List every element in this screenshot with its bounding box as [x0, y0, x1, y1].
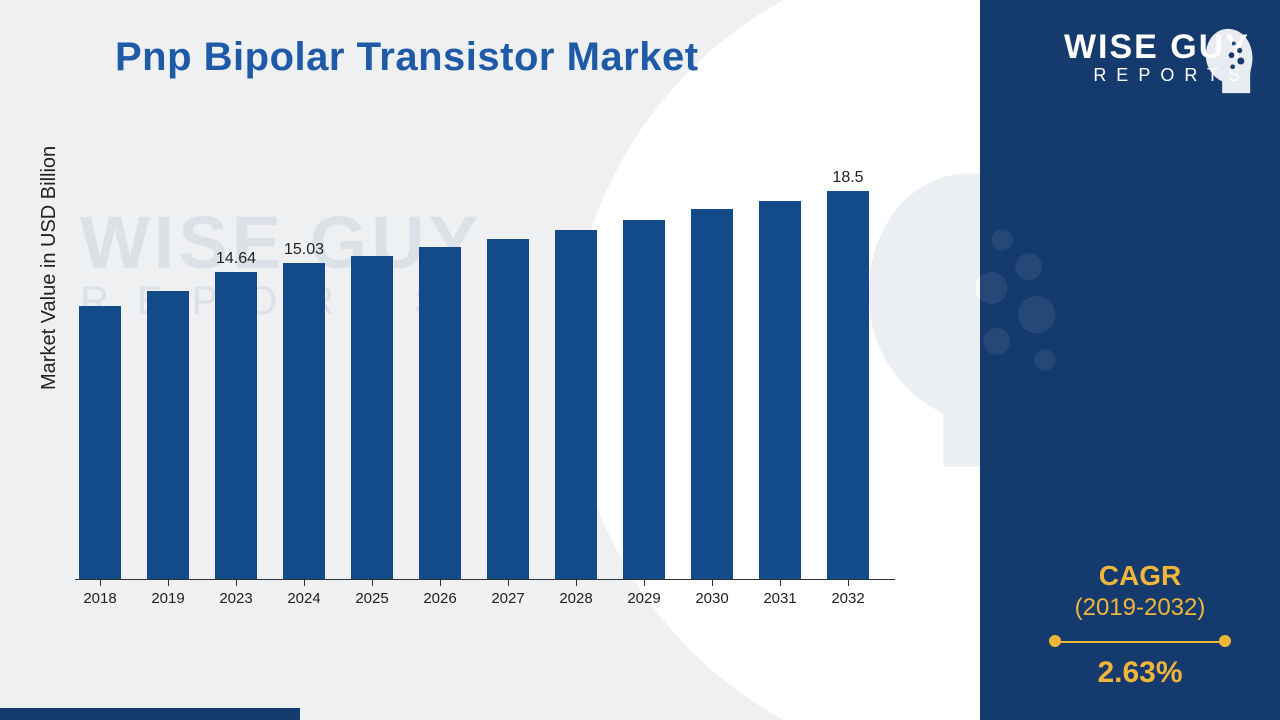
x-tick-label: 2031: [759, 590, 801, 607]
bar: [691, 209, 733, 579]
cagr-separator-dot-right: [1219, 635, 1231, 647]
logo-head-icon: [1198, 26, 1258, 96]
bar: 18.5: [827, 191, 869, 580]
bar-group: 2026: [419, 160, 461, 580]
bar-value-label: 14.64: [215, 250, 257, 268]
bar-value-label: 18.5: [827, 169, 869, 187]
x-tick-label: 2023: [215, 590, 257, 607]
x-tick: [644, 580, 645, 586]
x-tick-label: 2032: [827, 590, 869, 607]
bar-group: 18.52032: [827, 160, 869, 580]
bar-group: 2028: [555, 160, 597, 580]
bar: [623, 220, 665, 579]
bar: [555, 230, 597, 579]
bar-group: 14.642023: [215, 160, 257, 580]
bar: 14.64: [215, 272, 257, 579]
x-tick-label: 2030: [691, 590, 733, 607]
x-tick-label: 2027: [487, 590, 529, 607]
x-tick: [780, 580, 781, 586]
x-tick-label: 2025: [351, 590, 393, 607]
bar: [79, 306, 121, 579]
cagr-separator-dot-left: [1049, 635, 1061, 647]
x-tick: [576, 580, 577, 586]
x-tick: [440, 580, 441, 586]
bar-group: 2027: [487, 160, 529, 580]
bar-group: 2031: [759, 160, 801, 580]
cagr-separator: [1055, 640, 1225, 642]
bar: [351, 256, 393, 579]
cagr-separator-line: [1055, 641, 1225, 643]
bottom-accent-bar: [0, 708, 300, 720]
plot-area: 2018 2019 14.642023 15.032024 2025 2026 2027 20…: [75, 160, 895, 580]
x-tick: [712, 580, 713, 586]
report-infographic: WISE GUY REPORTS Pnp Bipolar Transistor …: [0, 0, 1280, 720]
chart-title: Pnp Bipolar Transistor Market: [115, 35, 699, 80]
bar-group: 2018: [79, 160, 121, 580]
bar-value-label: 15.03: [283, 241, 325, 259]
x-tick-label: 2024: [283, 590, 325, 607]
bar-group: 2019: [147, 160, 189, 580]
bar-group: 2025: [351, 160, 393, 580]
bar: [147, 291, 189, 579]
cagr-range: (2019-2032): [1000, 594, 1280, 622]
bar: 15.03: [283, 263, 325, 579]
cagr-value: 2.63%: [1000, 656, 1280, 690]
x-tick: [168, 580, 169, 586]
x-tick: [236, 580, 237, 586]
bar: [759, 201, 801, 579]
bar-group: 2030: [691, 160, 733, 580]
bar-chart: 2018 2019 14.642023 15.032024 2025 2026 2027 20…: [75, 160, 895, 580]
bar-group: 2029: [623, 160, 665, 580]
x-tick-label: 2026: [419, 590, 461, 607]
cagr-block: CAGR (2019-2032) 2.63%: [1000, 560, 1280, 690]
brand-logo: WISE GUY REPORTS: [1000, 28, 1250, 86]
x-tick: [848, 580, 849, 586]
x-tick-label: 2029: [623, 590, 665, 607]
bar: [487, 239, 529, 579]
cagr-label: CAGR: [1000, 560, 1280, 592]
x-tick-label: 2019: [147, 590, 189, 607]
x-tick-label: 2028: [555, 590, 597, 607]
bar: [419, 247, 461, 579]
x-tick-label: 2018: [79, 590, 121, 607]
x-tick: [304, 580, 305, 586]
x-tick: [100, 580, 101, 586]
x-tick: [508, 580, 509, 586]
bar-group: 15.032024: [283, 160, 325, 580]
x-tick: [372, 580, 373, 586]
y-axis-label: Market Value in USD Billion: [38, 146, 61, 390]
